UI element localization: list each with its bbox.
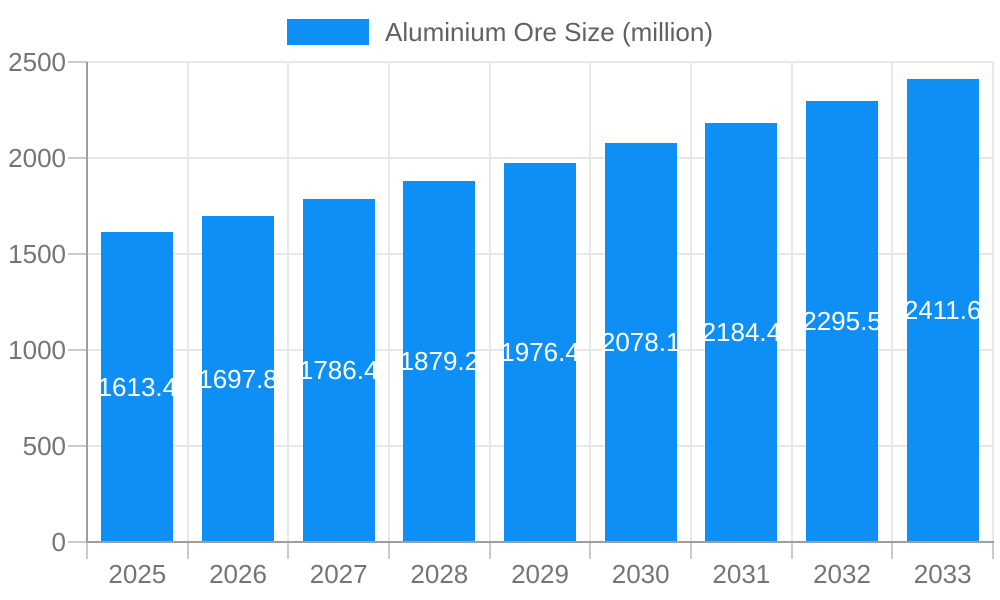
x-axis-label: 2027	[309, 559, 368, 589]
x-axis-label: 2026	[209, 559, 267, 589]
y-axis-tick	[68, 349, 87, 351]
y-axis-label: 2000	[8, 143, 66, 173]
bar-value-label: 2184.4	[701, 316, 782, 347]
y-axis-tick	[68, 445, 87, 447]
bar[interactable]: 1613.4	[98, 232, 177, 542]
x-axis-label: 2028	[410, 559, 469, 589]
x-axis-label: 2032	[813, 559, 871, 589]
bar[interactable]: 1786.4	[299, 199, 378, 542]
v-gridline	[992, 62, 994, 542]
x-axis-tick	[488, 542, 491, 559]
v-gridline	[488, 62, 491, 542]
y-axis-label: 500	[22, 431, 66, 461]
h-gridline	[87, 157, 993, 159]
v-gridline	[186, 62, 189, 542]
h-gridline	[87, 61, 993, 63]
y-axis-tick	[68, 157, 87, 159]
y-axis-tick	[68, 253, 87, 255]
bar-value-label: 1786.4	[298, 354, 379, 385]
x-axis-tick	[891, 542, 894, 559]
y-axis-line	[86, 62, 88, 543]
bar[interactable]: 2184.4	[702, 122, 781, 542]
bar[interactable]: 2078.1	[601, 143, 680, 542]
bar[interactable]: 1976.4	[500, 162, 580, 542]
bar[interactable]: 1879.2	[400, 181, 479, 542]
bar-value-label: 2411.6	[903, 294, 982, 325]
y-axis-label: 1000	[8, 335, 66, 365]
v-gridline	[690, 62, 692, 542]
v-gridline	[589, 62, 592, 542]
legend-label: Aluminium Ore Size (million)	[385, 17, 713, 47]
v-gridline	[891, 62, 894, 542]
bar-value-label: 2295.5	[802, 306, 882, 337]
x-axis-tick	[287, 542, 290, 559]
x-axis-line	[86, 541, 994, 543]
x-axis-label: 2025	[108, 559, 167, 589]
v-gridline	[287, 62, 290, 542]
bar-value-label: 1879.2	[399, 346, 480, 377]
y-axis-tick	[68, 61, 87, 63]
bar[interactable]: 2411.6	[903, 78, 982, 542]
x-axis-label: 2033	[913, 559, 972, 589]
y-axis-label: 2500	[8, 47, 66, 77]
v-gridline	[388, 62, 390, 542]
x-axis-tick	[690, 542, 692, 559]
y-axis-label: 0	[51, 527, 66, 557]
x-axis-label: 2031	[712, 559, 771, 589]
bar-value-label: 1697.8	[198, 363, 278, 394]
x-axis-tick	[86, 542, 88, 559]
bar-value-label: 1976.4	[500, 336, 580, 367]
x-axis-tick	[790, 542, 793, 559]
bar[interactable]: 2295.5	[802, 101, 882, 542]
x-axis-tick	[388, 542, 390, 559]
bar-value-label: 1613.4	[97, 371, 178, 402]
x-axis-tick	[589, 542, 592, 559]
y-axis-label: 1500	[8, 239, 66, 269]
legend[interactable]: Aluminium Ore Size (million)	[0, 18, 1000, 46]
bar-value-label: 2078.1	[600, 326, 681, 357]
v-gridline	[790, 62, 793, 542]
legend-swatch	[287, 19, 370, 45]
x-axis-tick	[186, 542, 189, 559]
y-axis-tick	[68, 541, 87, 543]
x-axis-label: 2029	[511, 559, 569, 589]
bar[interactable]: 1697.8	[198, 216, 278, 542]
x-axis-tick	[992, 542, 994, 559]
x-axis-label: 2030	[611, 559, 670, 589]
